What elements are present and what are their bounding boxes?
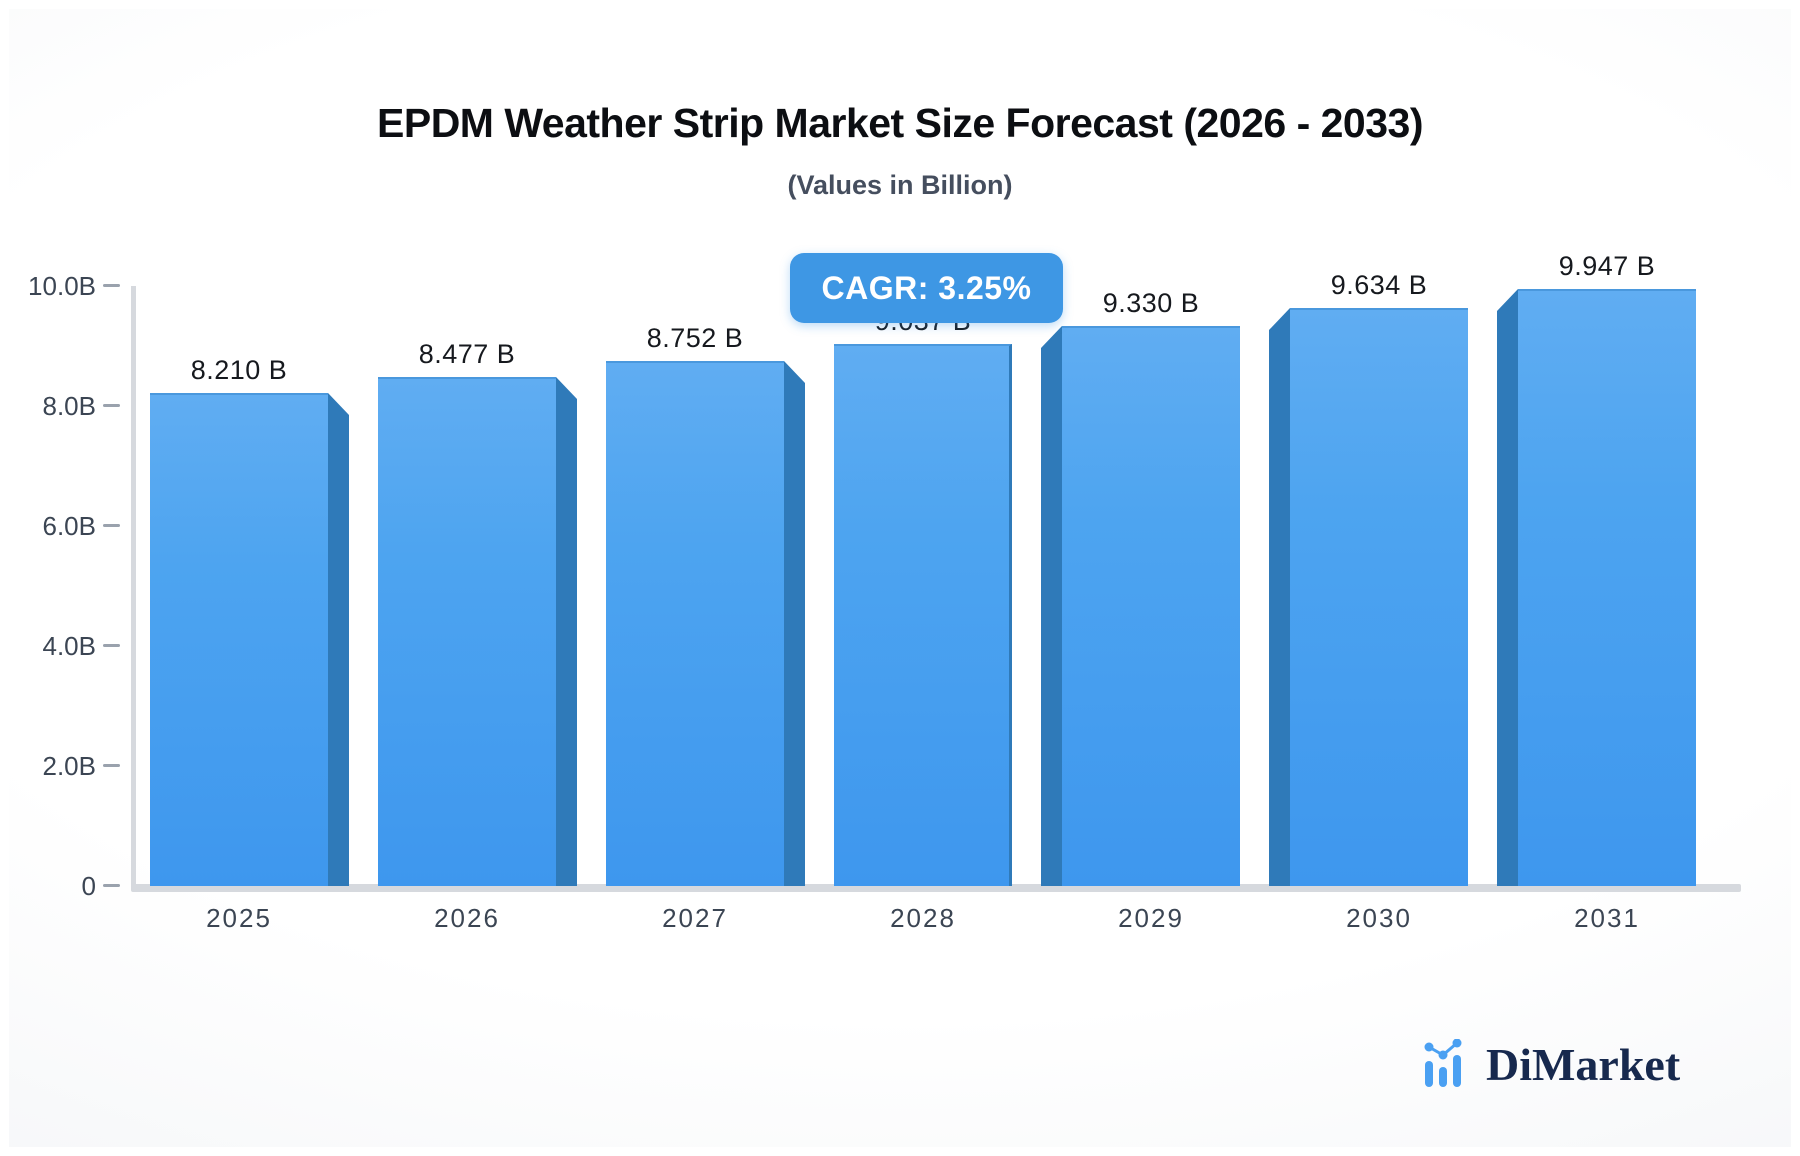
x-tick-label-2026: 2026 bbox=[434, 903, 500, 933]
dimarket-logo-icon bbox=[1424, 1039, 1462, 1087]
y-tick-mark bbox=[103, 764, 120, 767]
y-tick-label: 4.0B bbox=[42, 631, 97, 661]
y-tick-mark bbox=[103, 884, 120, 887]
y-axis-line bbox=[131, 286, 136, 887]
dimarket-logo: DiMarket bbox=[1422, 1038, 1680, 1092]
bar-2026 bbox=[378, 377, 556, 886]
y-tick-mark bbox=[103, 644, 120, 647]
y-tick-label: 8.0B bbox=[42, 391, 97, 421]
chart-subtitle: (Values in Billion) bbox=[787, 170, 1013, 200]
bar-2029 bbox=[1062, 326, 1240, 886]
bar-side-2027 bbox=[784, 361, 805, 886]
y-tick-mark bbox=[103, 284, 120, 287]
y-tick-label: 2.0B bbox=[42, 751, 97, 781]
chart-title: EPDM Weather Strip Market Size Forecast … bbox=[377, 100, 1424, 146]
bar-side-2025 bbox=[328, 393, 349, 886]
x-tick-label-2025: 2025 bbox=[206, 903, 272, 933]
y-tick-mark bbox=[103, 524, 120, 527]
bar-side-2030 bbox=[1269, 308, 1290, 886]
bar-2031 bbox=[1518, 289, 1696, 886]
bar-side-2026 bbox=[556, 377, 577, 886]
y-tick-label: 10.0B bbox=[28, 271, 96, 301]
bar-side-2031 bbox=[1497, 289, 1518, 886]
bar-value-label-2027: 8.752 B bbox=[646, 323, 744, 353]
bar-value-label-2031: 9.947 B bbox=[1558, 251, 1656, 281]
bar-2027 bbox=[606, 361, 784, 886]
x-tick-label-2027: 2027 bbox=[662, 903, 728, 933]
y-tick-label: 6.0B bbox=[42, 511, 97, 541]
cagr-badge: CAGR: 3.25% bbox=[790, 253, 1063, 323]
bar-value-label-2025: 8.210 B bbox=[190, 355, 288, 385]
bar-value-label-2030: 9.634 B bbox=[1330, 270, 1428, 300]
bar-2030 bbox=[1290, 308, 1468, 886]
bar-2028 bbox=[834, 344, 1012, 886]
bar-value-label-2026: 8.477 B bbox=[418, 339, 516, 369]
dimarket-logo-text: DiMarket bbox=[1486, 1039, 1681, 1090]
bar-2025 bbox=[150, 393, 328, 886]
y-tick-mark bbox=[103, 404, 120, 407]
bar-value-label-2029: 9.330 B bbox=[1102, 288, 1200, 318]
x-tick-label-2028: 2028 bbox=[890, 903, 956, 933]
y-tick-label: 0 bbox=[81, 871, 96, 901]
x-tick-label-2029: 2029 bbox=[1118, 903, 1184, 933]
x-tick-label-2031: 2031 bbox=[1574, 903, 1640, 933]
x-tick-label-2030: 2030 bbox=[1346, 903, 1412, 933]
bar-side-2029 bbox=[1041, 326, 1062, 886]
x-axis-line bbox=[131, 884, 1741, 892]
